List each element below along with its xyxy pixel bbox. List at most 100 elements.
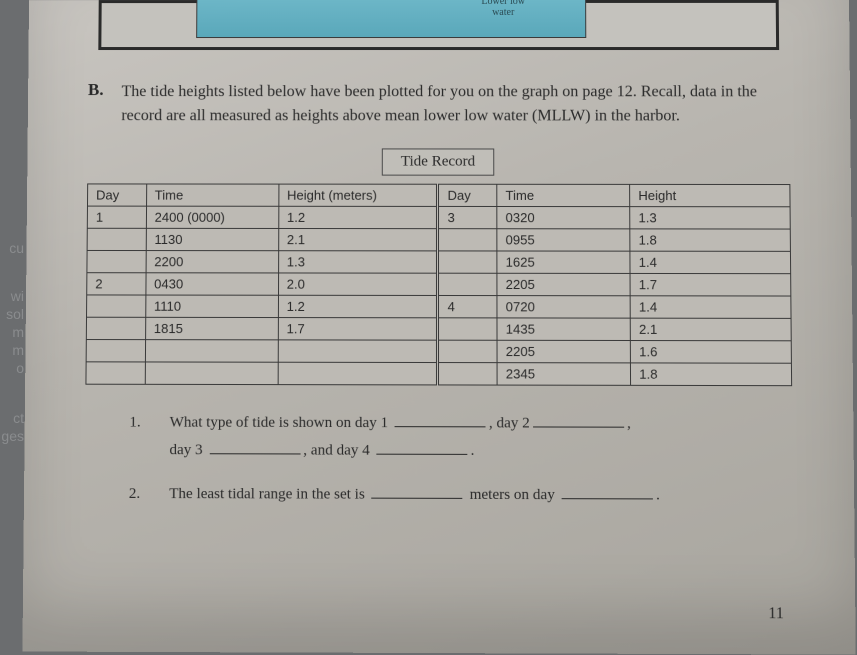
cell-day xyxy=(87,295,146,317)
q1-part: day 3 xyxy=(169,442,202,458)
q1-text: What type of tide is shown on day 1 , da… xyxy=(169,409,631,465)
edge-fragment: ges xyxy=(0,428,24,444)
table-row: 11101.2407201.4 xyxy=(87,295,792,318)
edge-fragment: ct xyxy=(0,410,24,426)
diagram-water: Lower low water xyxy=(196,0,586,38)
cell-height: 1.2 xyxy=(278,295,438,318)
cell-time: 2345 xyxy=(497,363,630,386)
cell-day: 1 xyxy=(87,206,146,228)
cell-day xyxy=(438,318,497,340)
cell-time: 2205 xyxy=(497,340,630,363)
header-time-left: Time xyxy=(146,184,278,206)
cell-day: 3 xyxy=(438,206,497,228)
question-1: 1. What type of tide is shown on day 1 ,… xyxy=(129,409,793,466)
header-height-right: Height xyxy=(630,184,790,206)
cell-day xyxy=(86,362,145,384)
table-header-row: Day Time Height (meters) Day Time Height xyxy=(87,184,790,207)
edge-fragment: cu xyxy=(0,240,24,256)
header-height-left: Height (meters) xyxy=(278,184,438,206)
cell-height xyxy=(278,362,438,385)
cell-time: 2200 xyxy=(146,251,279,273)
tide-table: Day Time Height (meters) Day Time Height… xyxy=(85,183,792,386)
edge-fragment: wi xyxy=(0,288,24,304)
cell-height xyxy=(278,340,438,363)
table-row: 22001.3 16251.4 xyxy=(87,250,791,273)
section-text: The tide heights listed below have been … xyxy=(121,80,790,128)
cell-height: 1.4 xyxy=(630,296,791,319)
cell-height: 1.3 xyxy=(630,207,790,229)
cell-height: 2.1 xyxy=(278,228,438,250)
cell-height: 1.4 xyxy=(630,251,791,274)
blank xyxy=(395,413,486,427)
cell-time: 1110 xyxy=(145,295,278,318)
cell-height: 1.8 xyxy=(630,229,791,251)
cell-time: 2205 xyxy=(497,273,630,296)
diagram-label: Lower low water xyxy=(481,0,525,18)
cell-height: 1.6 xyxy=(630,341,791,364)
edge-fragment: m xyxy=(0,324,24,340)
q2-text: The least tidal range in the set is mete… xyxy=(169,481,660,510)
header-time-right: Time xyxy=(497,184,630,206)
cell-day xyxy=(87,228,146,250)
cell-day xyxy=(438,340,497,362)
cell-height: 1.7 xyxy=(278,318,438,341)
blank xyxy=(533,413,624,428)
cell-time xyxy=(145,362,278,385)
cell-time: 1815 xyxy=(145,317,278,340)
cell-day xyxy=(86,340,145,362)
cell-day xyxy=(86,317,145,339)
cell-height: 2.1 xyxy=(630,318,791,341)
q1-number: 1. xyxy=(129,409,146,464)
table-row: 11302.1 09551.8 xyxy=(87,228,790,251)
q1-part: . xyxy=(471,443,475,459)
table-row: 12400 (0000)1.2303201.3 xyxy=(87,206,790,229)
q2-part: The least tidal range in the set is xyxy=(169,486,365,503)
page-number: 11 xyxy=(768,605,784,624)
cell-height: 1.2 xyxy=(278,206,438,228)
cell-day xyxy=(438,229,497,251)
header-day-left: Day xyxy=(87,184,146,206)
section-letter: B. xyxy=(88,80,104,128)
cell-time: 1130 xyxy=(146,228,279,250)
diagram-label-line2: water xyxy=(492,7,514,18)
blank xyxy=(209,440,300,455)
cell-height: 1.8 xyxy=(631,363,792,386)
blank xyxy=(562,485,653,500)
section-b: B. The tide heights listed below have be… xyxy=(88,80,790,128)
cell-time: 0320 xyxy=(497,206,630,228)
q1-part: , and day 4 xyxy=(303,442,370,459)
cell-height: 1.7 xyxy=(630,273,791,296)
cell-height: 2.0 xyxy=(278,273,438,296)
page: Lower low water B. The tide heights list… xyxy=(22,0,855,655)
cell-day: 4 xyxy=(438,295,497,317)
table-row: 18151.714352.1 xyxy=(86,317,791,341)
diagram-frame: Lower low water xyxy=(98,0,779,50)
cell-day xyxy=(438,363,497,386)
q2-part: meters on day xyxy=(470,487,555,504)
edge-fragment: m xyxy=(0,342,24,358)
blank xyxy=(372,484,463,499)
blank xyxy=(377,440,468,455)
cell-time: 0955 xyxy=(497,229,630,251)
q1-part: , xyxy=(627,415,631,431)
table-title: Tide Record xyxy=(382,148,495,175)
q1-part: What type of tide is shown on day 1 xyxy=(170,414,389,431)
cell-height: 1.3 xyxy=(278,251,438,273)
q2-part: . xyxy=(656,487,660,503)
cell-time: 0430 xyxy=(146,273,279,295)
edge-fragment: o xyxy=(0,360,24,376)
q2-number: 2. xyxy=(129,481,145,509)
cell-time: 0720 xyxy=(497,296,630,319)
cell-day xyxy=(438,251,497,273)
table-row: 204302.0 22051.7 xyxy=(87,273,791,296)
cell-time xyxy=(145,340,278,363)
cell-time: 2400 (0000) xyxy=(146,206,278,228)
edge-fragment: sol xyxy=(0,306,24,322)
question-2: 2. The least tidal range in the set is m… xyxy=(129,481,793,511)
cell-day: 2 xyxy=(87,273,146,295)
table-row: 22051.6 xyxy=(86,340,791,364)
cell-day xyxy=(87,250,146,272)
diagram-label-line1: Lower low xyxy=(481,0,525,7)
cell-day xyxy=(438,273,497,295)
cell-time: 1625 xyxy=(497,251,630,273)
